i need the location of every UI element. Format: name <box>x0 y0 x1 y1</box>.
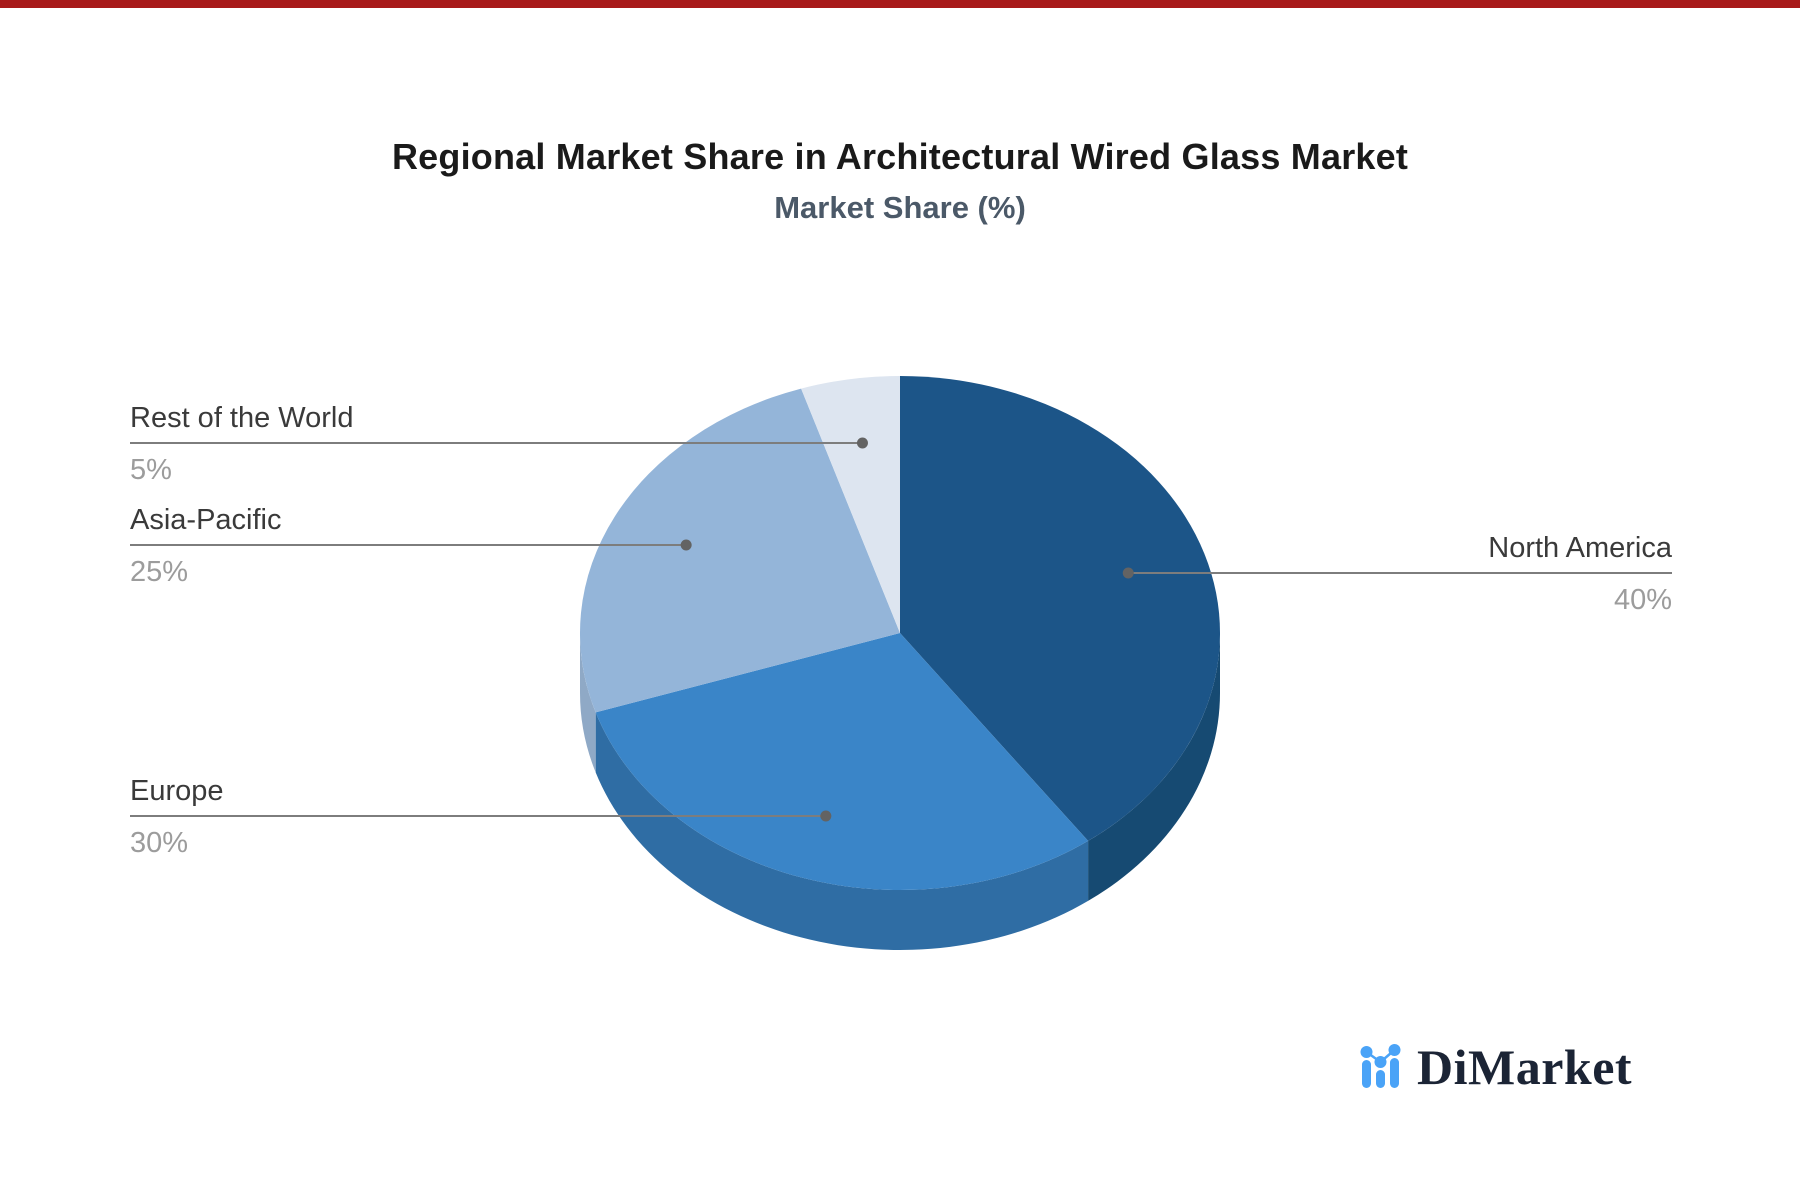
slice-pct-asia-pacific: 25% <box>130 556 189 588</box>
pie-slice-asia-pacific[interactable] <box>579 388 900 713</box>
slice-pct-rest-of-the-world: 5% <box>130 454 172 486</box>
leader-dot-north-america <box>1122 567 1134 579</box>
pie-slice-rest-of-the-world[interactable] <box>801 376 900 633</box>
slice-label-asia-pacific: Asia-Pacific <box>130 504 282 536</box>
pie-slice-north-america[interactable] <box>900 376 1221 841</box>
slice-label-europe: Europe <box>130 775 224 807</box>
slice-pct-europe: 30% <box>130 827 189 859</box>
leader-dot-rest-of-the-world <box>856 437 868 449</box>
pie-slice-side-europe <box>595 712 1089 951</box>
pie-slice-side-north-america <box>1088 633 1220 901</box>
chart-title: Regional Market Share in Architectural W… <box>391 136 1409 177</box>
slice-label-rest-of-the-world: Rest of the World <box>130 402 354 434</box>
bar-chart-icon <box>1360 1044 1401 1088</box>
chart-subtitle: Market Share (%) <box>774 190 1026 225</box>
brand-logo: DiMarket <box>1360 1038 1632 1096</box>
pie-slice-europe[interactable] <box>595 633 1089 891</box>
slice-label-north-america: North America <box>1488 532 1672 564</box>
leader-dot-europe <box>820 810 832 822</box>
slice-pct-north-america: 40% <box>1613 584 1672 616</box>
top-edge-strip <box>0 0 1800 8</box>
pie-slice-side-asia-pacific <box>580 633 596 773</box>
brand-name: DiMarket <box>1417 1039 1633 1095</box>
leader-dot-asia-pacific <box>680 539 692 551</box>
